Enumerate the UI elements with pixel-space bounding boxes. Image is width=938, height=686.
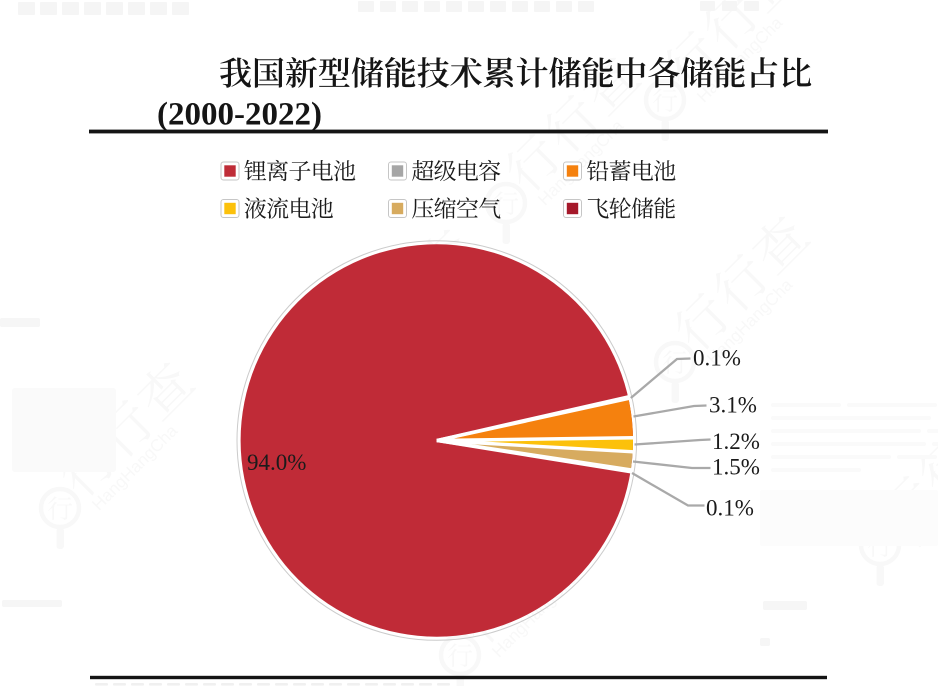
svg-text:3.1%: 3.1% <box>709 393 757 418</box>
svg-text:1.2%: 1.2% <box>712 429 760 454</box>
svg-text:94.0%: 94.0% <box>247 450 306 475</box>
svg-text:1.5%: 1.5% <box>712 455 760 480</box>
svg-text:(2000-2022): (2000-2022) <box>157 97 322 133</box>
svg-text:0.1%: 0.1% <box>706 496 754 521</box>
svg-text:0.1%: 0.1% <box>693 346 741 371</box>
